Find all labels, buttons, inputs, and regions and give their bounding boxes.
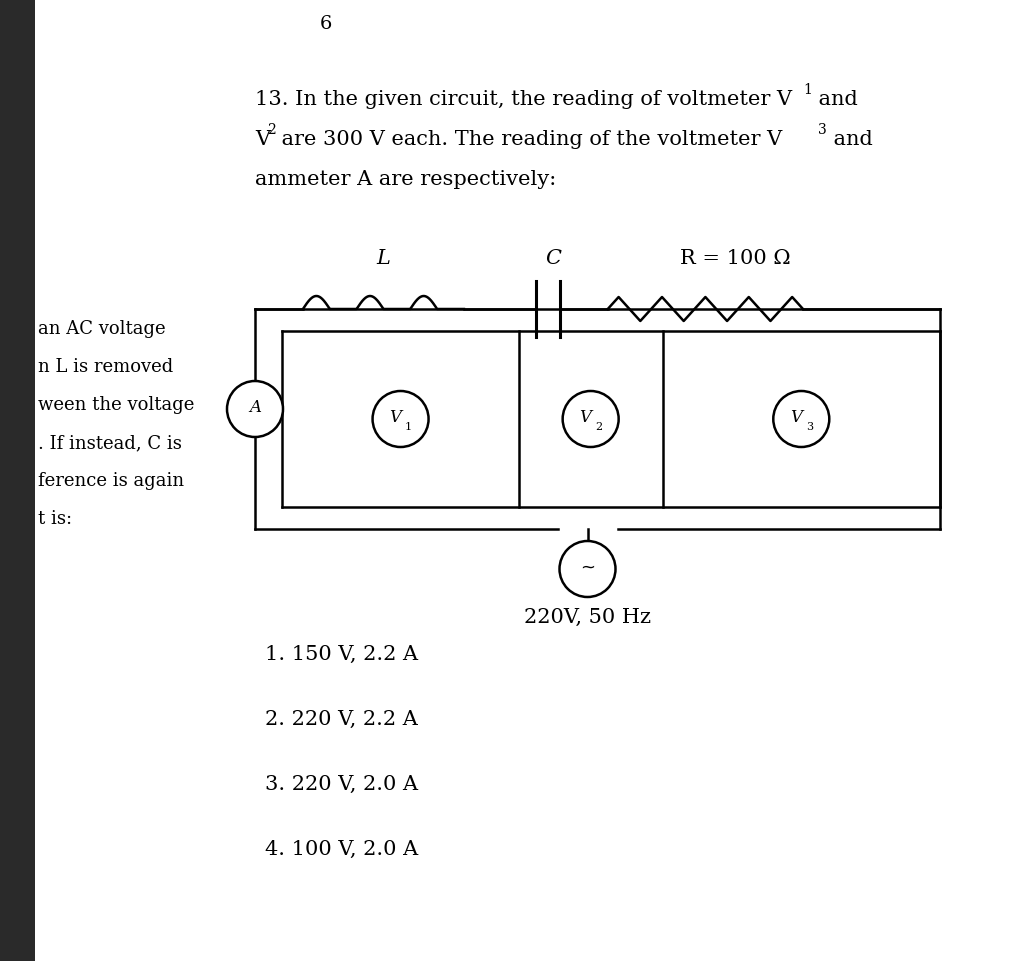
Text: and: and (812, 90, 858, 109)
Text: 220V, 50 Hz: 220V, 50 Hz (524, 607, 651, 627)
Text: 13. In the given circuit, the reading of voltmeter V: 13. In the given circuit, the reading of… (255, 90, 793, 109)
Text: 2: 2 (595, 422, 602, 431)
Text: L: L (377, 249, 390, 268)
Text: ference is again: ference is again (38, 472, 184, 489)
Circle shape (773, 391, 829, 448)
Text: ~: ~ (580, 558, 595, 577)
Text: t is:: t is: (38, 509, 72, 528)
Text: 1. 150 V, 2.2 A: 1. 150 V, 2.2 A (265, 644, 418, 663)
Text: 1: 1 (803, 83, 812, 97)
Circle shape (373, 391, 429, 448)
Text: 4. 100 V, 2.0 A: 4. 100 V, 2.0 A (265, 839, 418, 858)
Text: 3: 3 (806, 422, 813, 431)
Text: 3: 3 (818, 123, 826, 136)
Text: A: A (249, 399, 261, 416)
Circle shape (562, 391, 618, 448)
Text: ween the voltage: ween the voltage (38, 396, 195, 413)
Text: n L is removed: n L is removed (38, 357, 173, 376)
Text: 1: 1 (406, 422, 412, 431)
Text: V: V (389, 409, 401, 426)
Circle shape (227, 382, 283, 437)
Text: C: C (545, 249, 561, 268)
Text: ammeter A are respectively:: ammeter A are respectively: (255, 170, 556, 188)
Text: 2. 220 V, 2.2 A: 2. 220 V, 2.2 A (265, 709, 418, 728)
Text: 3. 220 V, 2.0 A: 3. 220 V, 2.0 A (265, 775, 418, 793)
Text: 6: 6 (321, 15, 333, 33)
Circle shape (559, 541, 615, 598)
Text: V: V (791, 409, 802, 426)
Text: 2: 2 (267, 123, 275, 136)
Text: and: and (827, 130, 872, 149)
Text: R = 100 Ω: R = 100 Ω (680, 249, 791, 268)
Text: . If instead, C is: . If instead, C is (38, 433, 182, 452)
Bar (0, 0, 35, 961)
Text: are 300 V each. The reading of the voltmeter V: are 300 V each. The reading of the voltm… (275, 130, 782, 149)
Text: an AC voltage: an AC voltage (38, 320, 166, 337)
Text: V: V (580, 409, 592, 426)
Text: V: V (255, 130, 270, 149)
